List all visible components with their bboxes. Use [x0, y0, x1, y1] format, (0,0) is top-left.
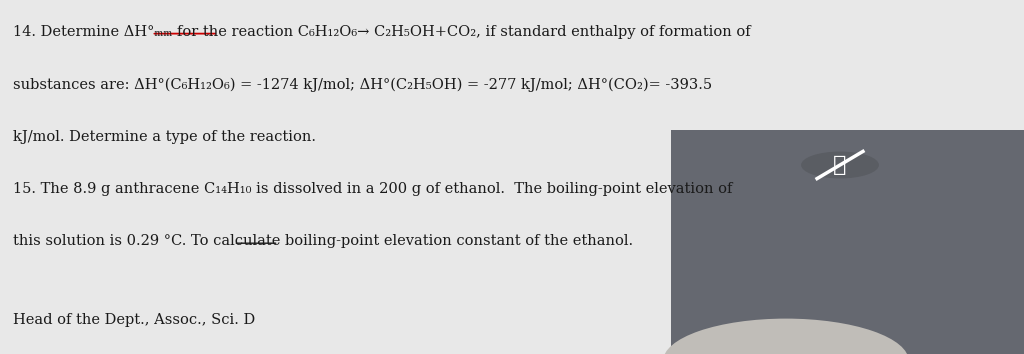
- Text: 🎤: 🎤: [834, 155, 847, 175]
- Circle shape: [664, 319, 909, 354]
- Text: kJ/mol. Determine a type of the reaction.: kJ/mol. Determine a type of the reaction…: [13, 130, 316, 144]
- FancyBboxPatch shape: [671, 130, 1024, 354]
- Text: 15. The 8.9 g anthracene C₁₄H₁₀ is dissolved in a 200 g of ethanol.  The boiling: 15. The 8.9 g anthracene C₁₄H₁₀ is disso…: [13, 182, 733, 196]
- Text: 14. Determine ΔH°ₘₘ for the reaction C₆H₁₂O₆→ C₂H₅OH+CO₂, if standard enthalpy o: 14. Determine ΔH°ₘₘ for the reaction C₆H…: [13, 25, 751, 39]
- Text: substances are: ΔH°(C₆H₁₂O₆) = -1274 kJ/mol; ΔH°(C₂H₅OH) = -277 kJ/mol; ΔH°(CO₂): substances are: ΔH°(C₆H₁₂O₆) = -1274 kJ/…: [13, 77, 713, 92]
- Circle shape: [801, 152, 879, 178]
- Text: this solution is 0.29 °C. To calculate boiling-point elevation constant of the e: this solution is 0.29 °C. To calculate b…: [13, 234, 634, 249]
- Text: Head of the Dept., Assoc., Sci. D: Head of the Dept., Assoc., Sci. D: [13, 313, 256, 327]
